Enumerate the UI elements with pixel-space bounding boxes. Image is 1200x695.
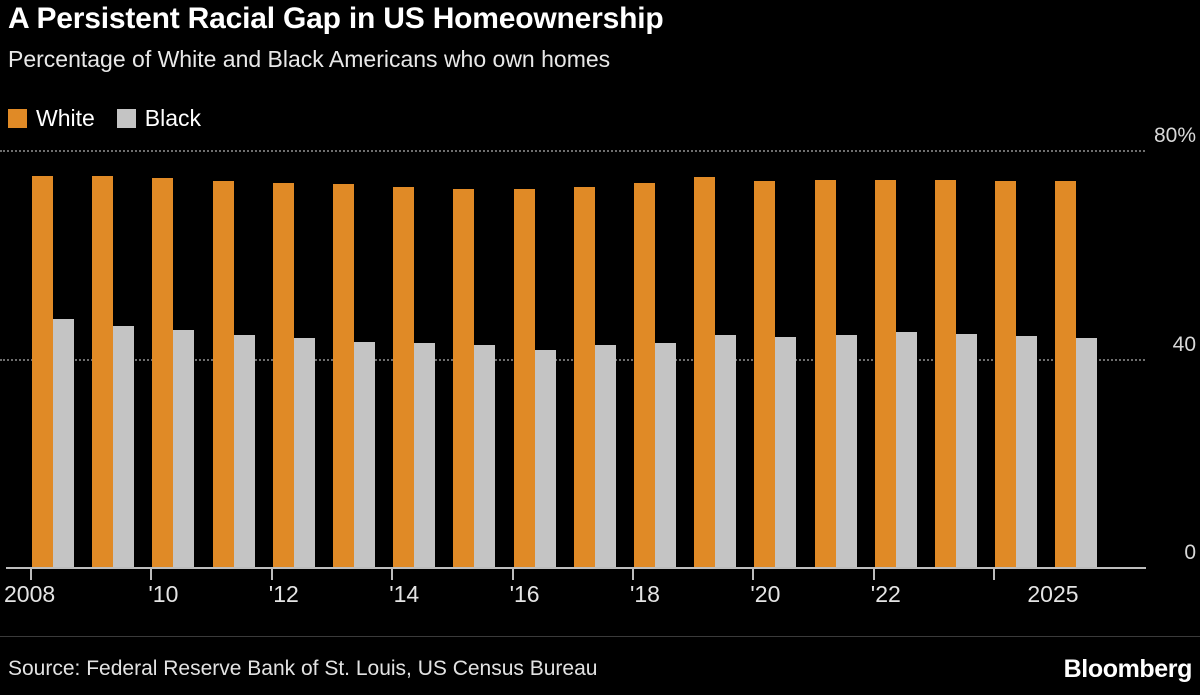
x-tick-2024 bbox=[993, 569, 996, 580]
bar-white-2023[interactable] bbox=[935, 180, 956, 567]
bar-white-2020[interactable] bbox=[754, 180, 776, 567]
bar-white-2025[interactable] bbox=[1055, 181, 1077, 567]
x-tick-2010 bbox=[150, 569, 153, 580]
x-axis-label-2014: '14 bbox=[389, 581, 420, 607]
x-axis-label-2018: '18 bbox=[630, 581, 660, 607]
legend-swatch-white bbox=[8, 108, 27, 128]
bar-white-2012[interactable] bbox=[272, 182, 294, 567]
page-title: A Persistent Racial Gap in US Homeowners… bbox=[8, 2, 664, 35]
x-axis-label-2016: '16 bbox=[509, 581, 540, 607]
bar-white-2010[interactable] bbox=[152, 178, 174, 567]
bar-black-2013[interactable] bbox=[354, 341, 375, 567]
bar-white-2008[interactable] bbox=[32, 176, 53, 567]
x-axis-label-2025: 2025 bbox=[1027, 581, 1079, 607]
bar-white-2011[interactable] bbox=[212, 180, 234, 567]
bar-black-2015[interactable] bbox=[474, 345, 496, 567]
bar-black-2014[interactable] bbox=[414, 342, 436, 567]
bar-black-2012[interactable] bbox=[293, 338, 315, 567]
x-tick-2016 bbox=[511, 569, 514, 580]
chart-legend: White Black bbox=[8, 100, 201, 136]
bar-white-2014[interactable] bbox=[393, 186, 415, 567]
bar-white-2019[interactable] bbox=[694, 176, 716, 567]
footer-divider bbox=[0, 636, 1200, 637]
bar-black-2023[interactable] bbox=[956, 334, 977, 567]
bar-black-2010[interactable] bbox=[173, 329, 195, 567]
bar-white-2016[interactable] bbox=[513, 189, 535, 567]
legend-item-black[interactable]: Black bbox=[116, 104, 202, 131]
bar-black-2025[interactable] bbox=[1076, 337, 1098, 567]
x-axis-labels: 2008 '10 '12 '14 '16 '18 '20 '22 2025 bbox=[0, 583, 1200, 617]
x-tick-2012 bbox=[270, 569, 273, 580]
y-axis-label-0: 0 bbox=[1184, 541, 1196, 564]
y-axis-label-80: 80% bbox=[1153, 124, 1196, 147]
x-tick-2020 bbox=[752, 569, 755, 580]
x-tick-2014 bbox=[391, 569, 394, 580]
bar-black-2009[interactable] bbox=[113, 326, 135, 567]
bar-white-2022[interactable] bbox=[874, 180, 896, 567]
bar-black-2016[interactable] bbox=[534, 349, 556, 567]
legend-label-black: Black bbox=[144, 104, 202, 131]
legend-label-white: White bbox=[36, 104, 95, 131]
plot-inner: 0 40 80% bbox=[0, 125, 1200, 580]
bar-black-2011[interactable] bbox=[233, 335, 255, 567]
x-axis-label-2020: '20 bbox=[750, 581, 781, 607]
bar-white-2013[interactable] bbox=[333, 183, 354, 567]
bar-white-2017[interactable] bbox=[573, 186, 595, 567]
x-tick-2008 bbox=[30, 569, 32, 580]
x-axis-baseline bbox=[6, 567, 1146, 569]
source-note: Source: Federal Reserve Bank of St. Loui… bbox=[8, 657, 598, 680]
bar-black-2017[interactable] bbox=[594, 345, 616, 567]
x-tick-2018 bbox=[632, 569, 634, 580]
bar-black-2021[interactable] bbox=[835, 334, 857, 567]
legend-swatch-black bbox=[116, 108, 136, 128]
page-subtitle: Percentage of White and Black Americans … bbox=[8, 46, 611, 72]
bar-black-2020[interactable] bbox=[775, 337, 797, 567]
bar-white-2015[interactable] bbox=[453, 188, 475, 567]
x-axis-label-2012: '12 bbox=[268, 581, 299, 607]
gridline-80 bbox=[0, 150, 1145, 152]
x-tick-2022 bbox=[872, 569, 875, 580]
bar-white-2018[interactable] bbox=[634, 183, 655, 567]
bar-group-container bbox=[0, 150, 1110, 567]
gridline-40 bbox=[0, 358, 1145, 361]
x-axis-label-2010: '10 bbox=[148, 581, 179, 607]
bar-white-2021[interactable] bbox=[814, 179, 836, 567]
plot-area: 0 40 80% bbox=[0, 125, 1200, 580]
bar-black-2019[interactable] bbox=[715, 334, 737, 567]
bar-black-2022[interactable] bbox=[895, 332, 917, 567]
bar-white-2024[interactable] bbox=[995, 180, 1017, 567]
legend-item-white[interactable]: White bbox=[8, 104, 95, 131]
bar-white-2009[interactable] bbox=[92, 176, 114, 567]
bloomberg-logo: Bloomberg bbox=[1063, 655, 1193, 683]
x-axis-label-2022: '22 bbox=[870, 581, 901, 607]
bar-black-2024[interactable] bbox=[1016, 336, 1038, 567]
x-axis-label-2008: 2008 bbox=[4, 581, 56, 607]
bar-black-2018[interactable] bbox=[655, 343, 676, 567]
bar-black-2008[interactable] bbox=[53, 319, 74, 567]
y-axis-label-40: 40 bbox=[1172, 332, 1196, 356]
